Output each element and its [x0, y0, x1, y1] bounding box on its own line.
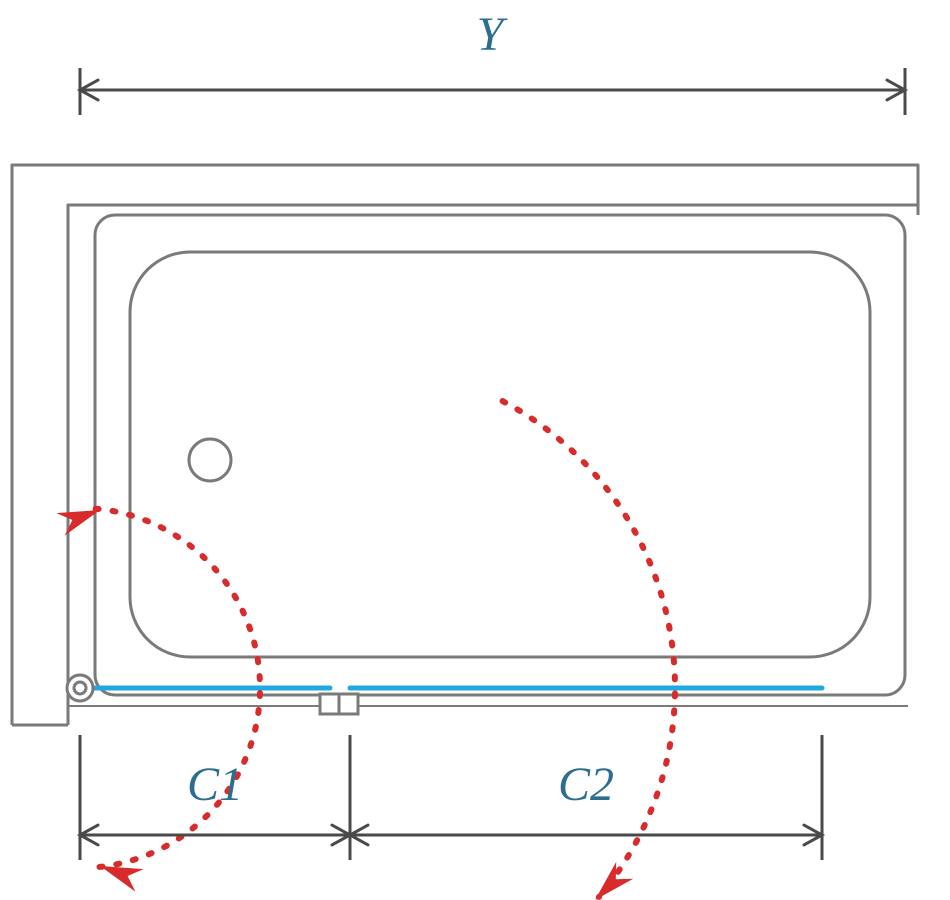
label-c1: C1	[187, 758, 243, 811]
swing-arc-right	[503, 401, 675, 897]
arrow-head-icon	[587, 862, 634, 900]
tub-inner	[130, 252, 870, 657]
drain-icon	[189, 439, 231, 481]
label-c2: C2	[558, 758, 614, 811]
hinge-left-inner	[74, 682, 86, 694]
tub-outer	[95, 215, 905, 695]
label-y: Y	[477, 8, 508, 61]
arrow-head-icon	[56, 499, 104, 536]
